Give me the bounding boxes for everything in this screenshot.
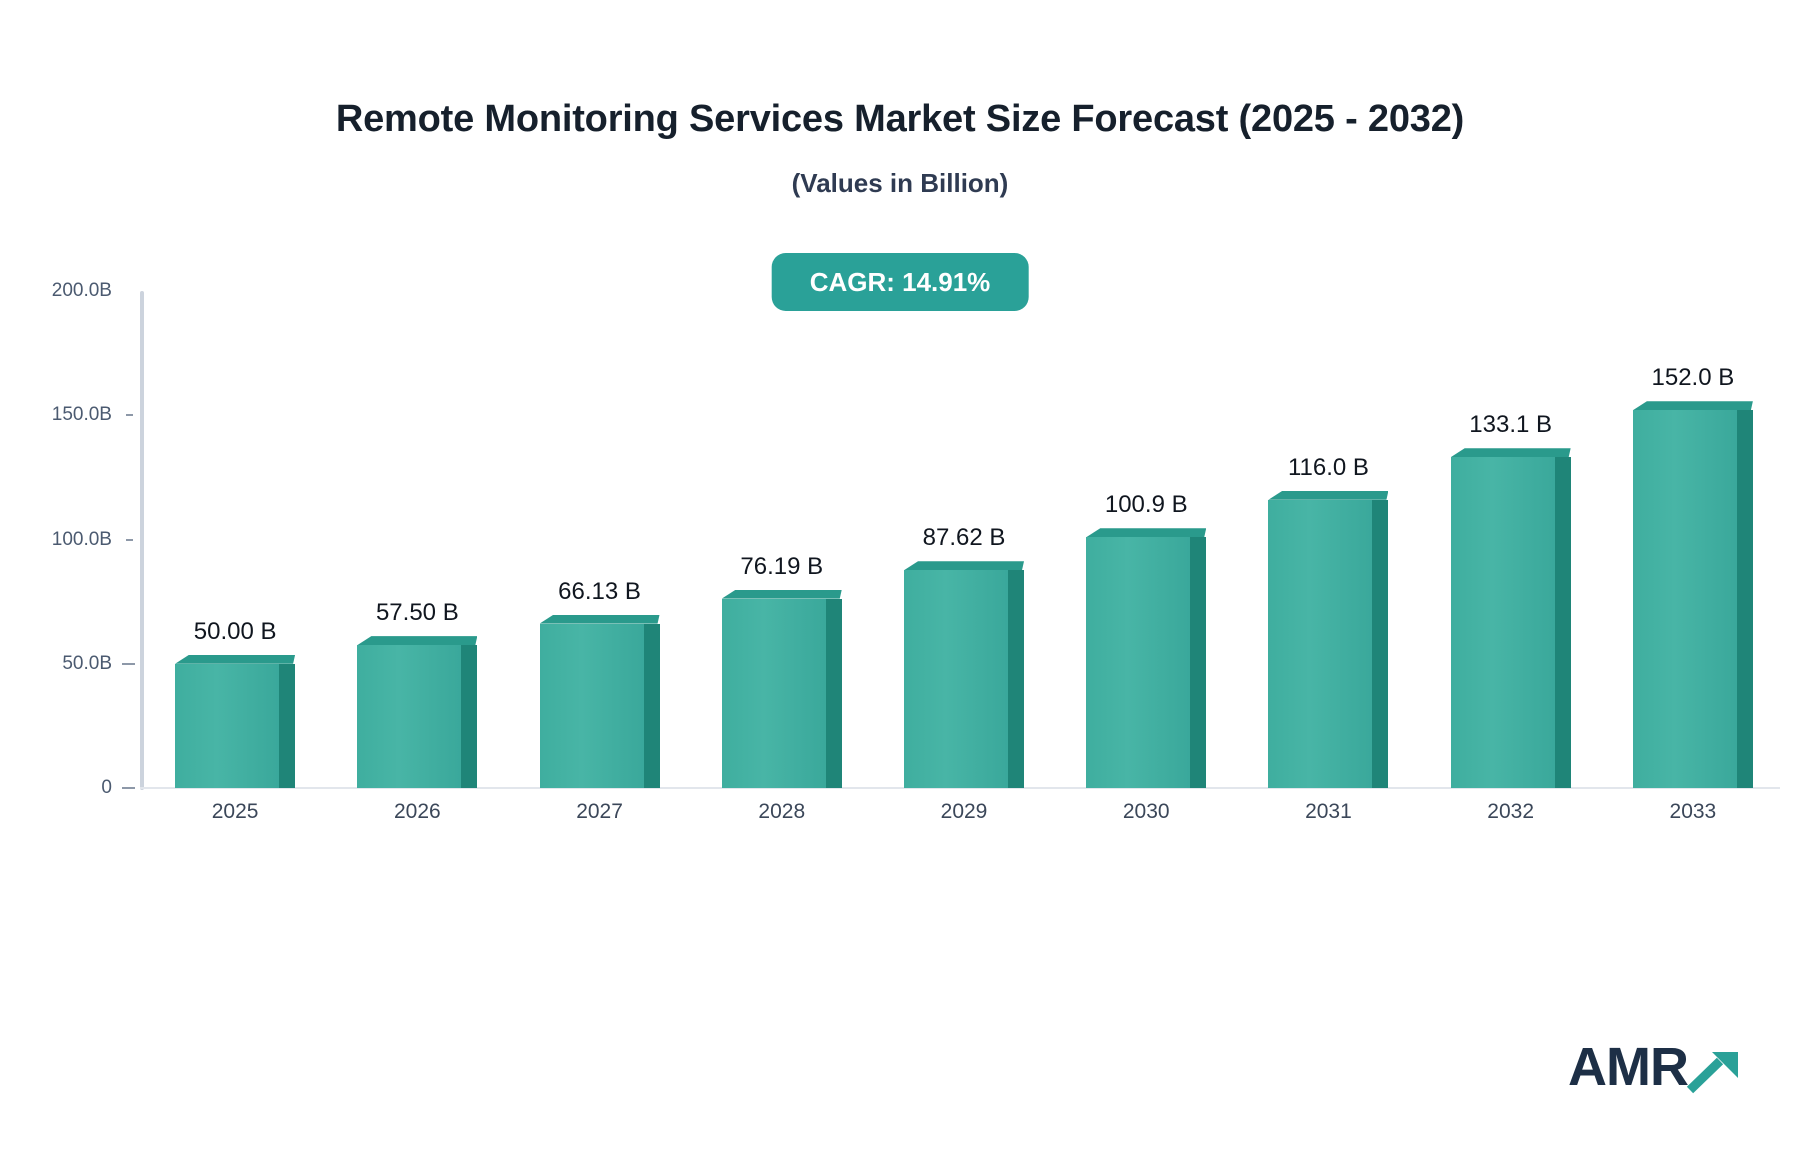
page-title: Remote Monitoring Services Market Size F… <box>335 98 1465 140</box>
bar-value-label: 116.0 B <box>1287 453 1369 481</box>
bar-front-face <box>175 663 280 788</box>
bar-side-face <box>1190 537 1207 788</box>
x-tick-label-2031: 2031 <box>1305 800 1352 823</box>
amr-logo: AMR <box>1568 1040 1742 1094</box>
bar-top-face <box>175 655 295 664</box>
bar-value-label: 100.9 B <box>1104 491 1188 519</box>
x-tick-label-2032: 2032 <box>1487 800 1535 823</box>
bar-body <box>1632 410 1753 788</box>
bar-2026[interactable]: 57.50 B <box>357 599 478 788</box>
bar-front-face <box>1086 537 1191 788</box>
bar-front-face <box>1268 499 1373 788</box>
bar-value-label: 50.00 B <box>193 617 277 645</box>
bar-2027[interactable]: 66.13 B <box>539 578 660 788</box>
y-axis-ticks: 0 50.0B 100.0B 150.0B 200.0B <box>0 0 135 1156</box>
bar-body <box>1268 499 1389 788</box>
bar-2031[interactable]: 116.0 B <box>1268 454 1389 788</box>
y-tick-label: 50.0B <box>62 652 112 674</box>
bar-2029[interactable]: 87.62 B <box>904 524 1024 788</box>
bar-top-face <box>540 615 660 624</box>
bar-body <box>721 598 842 788</box>
bar-2030[interactable]: 100.9 B <box>1086 491 1207 788</box>
bar-2033[interactable]: 152.0 B <box>1632 364 1753 788</box>
y-tick-mark <box>126 538 133 541</box>
x-tick-label-2026: 2026 <box>393 800 441 823</box>
bar-side-face <box>1736 410 1753 788</box>
x-tick-label-2025: 2025 <box>211 800 259 823</box>
growth-arrow-icon <box>1686 1048 1742 1099</box>
y-tick-mark <box>122 787 135 789</box>
chart-subtitle: (Values in Billion) <box>791 168 1009 198</box>
y-tick-label: 0 <box>101 777 112 798</box>
x-tick-label-2027: 2027 <box>576 800 623 823</box>
bar-front-face <box>1632 410 1737 788</box>
bar-2032[interactable]: 133.1 B <box>1450 411 1571 788</box>
bar-value-label: 152.0 B <box>1651 364 1735 392</box>
bar-top-face <box>1451 448 1571 457</box>
bar-body <box>539 623 660 788</box>
bar-front-face <box>357 645 462 788</box>
bar-value-label: 87.62 B <box>922 524 1006 552</box>
y-tick-mark <box>122 662 135 665</box>
bar-2025[interactable]: 50.00 B <box>175 618 296 788</box>
bar-top-face <box>722 590 842 599</box>
bar-value-label: 66.13 B <box>558 577 641 605</box>
bar-side-face <box>1372 499 1389 788</box>
y-tick-label: 100.0B <box>51 528 112 550</box>
y-axis-line <box>140 291 144 790</box>
x-axis-line <box>140 787 1780 789</box>
y-tick-mark <box>126 414 133 417</box>
cagr-badge: CAGR: 14.91% <box>771 253 1029 311</box>
bar-body <box>1450 457 1571 788</box>
bar-value-label: 57.50 B <box>375 599 459 627</box>
y-tick-label: 200.0B <box>51 280 112 301</box>
bar-front-face <box>904 570 1008 788</box>
bar-body <box>904 570 1024 788</box>
bar-value-label: 76.19 B <box>740 552 824 580</box>
x-tick-label-2030: 2030 <box>1122 800 1170 823</box>
bar-top-face <box>904 561 1024 570</box>
bar-front-face <box>721 598 826 788</box>
bar-body <box>357 645 478 788</box>
x-tick-label-2033: 2033 <box>1669 800 1717 823</box>
bar-side-face <box>1008 570 1024 788</box>
bar-side-face <box>643 623 660 788</box>
x-tick-label-2028: 2028 <box>758 800 806 823</box>
bar-front-face <box>1450 457 1555 788</box>
bar-body <box>1086 537 1207 788</box>
logo-wordmark: AMR <box>1568 1037 1689 1097</box>
bar-body <box>175 663 296 788</box>
bar-side-face <box>461 645 478 788</box>
bar-front-face <box>539 623 644 788</box>
bar-top-face <box>1633 401 1753 410</box>
bar-side-face <box>1554 457 1571 788</box>
bar-top-face <box>1086 528 1206 537</box>
x-tick-label-2029: 2029 <box>940 800 988 823</box>
bar-value-label: 133.1 B <box>1469 411 1553 439</box>
bar-top-face <box>1268 491 1388 500</box>
bar-side-face <box>279 663 296 788</box>
y-tick-label: 150.0B <box>51 404 112 426</box>
bar-top-face <box>357 636 477 645</box>
bar-series: 50.00 B 57.50 B 66.13 B 76.19 B 87.62 B 100.9… <box>144 291 1784 788</box>
bar-2028[interactable]: 76.19 B <box>721 553 842 788</box>
bar-side-face <box>825 598 842 788</box>
